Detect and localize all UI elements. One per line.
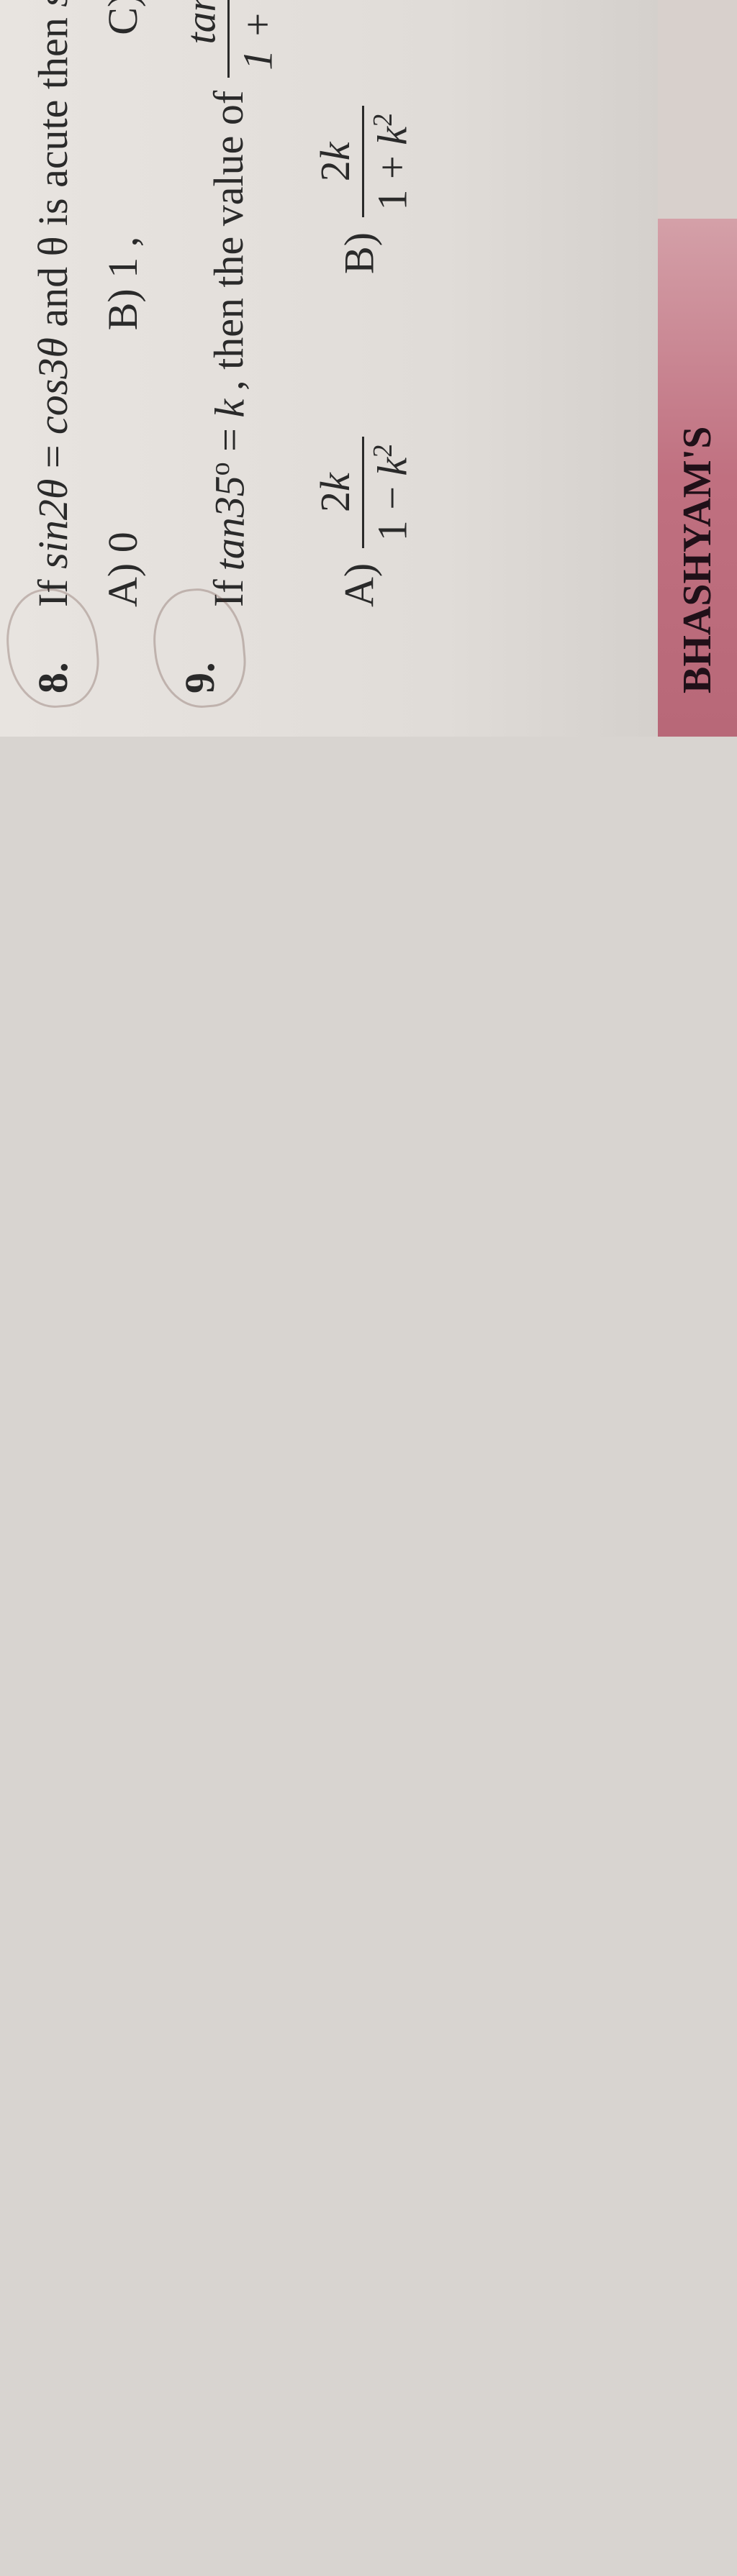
q8-lhs: sin2θ bbox=[30, 479, 76, 569]
q9-frac-num: tan145o − tan125o bbox=[176, 0, 230, 78]
q9-deg-icon: o bbox=[205, 462, 235, 475]
q8-text: If sin2θ = cos3θ and θ is acute then sin… bbox=[29, 0, 77, 607]
q9-opt-b-den: 1 + k2 bbox=[364, 106, 416, 217]
q8-rhs: cos3θ bbox=[30, 337, 76, 434]
q9-opt-a: A) 2k 1 − k2 bbox=[311, 432, 416, 607]
footer-left: BHASHYAM'S bbox=[658, 219, 737, 737]
q9-given-lhs: tan35 bbox=[206, 475, 253, 570]
q9-body: If tan35o = k , then the value of tan145… bbox=[176, 0, 417, 607]
page-footer: BHASHYAM'S 101 IMPULSE OLYMPIAD PROGRAM bbox=[658, 0, 737, 737]
q8-eq-sign: = bbox=[30, 434, 76, 468]
q9-opt-a-num: 2k bbox=[311, 437, 364, 548]
q8-mid: and θ is acute then bbox=[30, 7, 76, 327]
q9-eq1: = bbox=[206, 418, 253, 452]
q8-body: If sin2θ = cos3θ and θ is acute then sin… bbox=[29, 0, 147, 607]
q8-opt-a-val: 0 bbox=[99, 532, 146, 552]
q8-prefix: If bbox=[30, 569, 76, 607]
q9-mid: , then the value of bbox=[204, 91, 253, 391]
footer-page-number: 101 bbox=[658, 0, 737, 219]
q8-opt-c: C) −1 bbox=[99, 0, 147, 35]
q9-prefix: If bbox=[204, 579, 253, 607]
q9-opt-b: B) 2k 1 + k2 bbox=[311, 101, 416, 274]
q9-options: A) 2k 1 − k2 B) 2k 1 + k2 C) bbox=[311, 0, 417, 607]
q9-given-rhs: k bbox=[206, 399, 253, 418]
q9-opt-a-label: A) bbox=[336, 552, 383, 607]
q9-opt-b-num: 2k bbox=[311, 106, 364, 217]
q9-frac-den: 1 + tan145o . tan125o bbox=[230, 0, 281, 78]
q8-opt-b-val: 1 , bbox=[99, 237, 146, 278]
q8-opt-b-label: B) bbox=[99, 278, 146, 331]
q8-target: sin5θ bbox=[30, 0, 76, 7]
question-8: 8. If sin2θ = cos3θ and θ is acute then … bbox=[29, 0, 147, 693]
q8-number: 8. bbox=[29, 607, 77, 693]
q9-text: If tan35o = k , then the value of tan145… bbox=[176, 0, 282, 607]
q8-opt-c-label: C) bbox=[99, 0, 146, 35]
q9-opt-b-frac: 2k 1 + k2 bbox=[311, 106, 416, 217]
q9-main-fraction: tan145o − tan125o 1 + tan145o . tan125o bbox=[176, 0, 282, 78]
question-9: 9. If tan35o = k , then the value of tan… bbox=[176, 0, 417, 693]
q9-opt-b-label: B) bbox=[336, 222, 383, 274]
q8-options: A) 0 B) 1 , C) −1 D) 2 bbox=[99, 0, 147, 607]
q9-opt-a-den: 1 − k2 bbox=[364, 437, 416, 548]
q8-opt-a: A) 0 bbox=[99, 532, 147, 607]
page-container: 8. If sin2θ = cos3θ and θ is acute then … bbox=[0, 0, 737, 737]
q8-opt-a-label: A) bbox=[99, 552, 146, 607]
q9-number: 9. bbox=[176, 607, 224, 693]
q9-given: tan35o = k bbox=[204, 399, 253, 570]
q9-opt-a-frac: 2k 1 − k2 bbox=[311, 437, 416, 548]
q8-opt-b: B) 1 , bbox=[99, 237, 147, 331]
